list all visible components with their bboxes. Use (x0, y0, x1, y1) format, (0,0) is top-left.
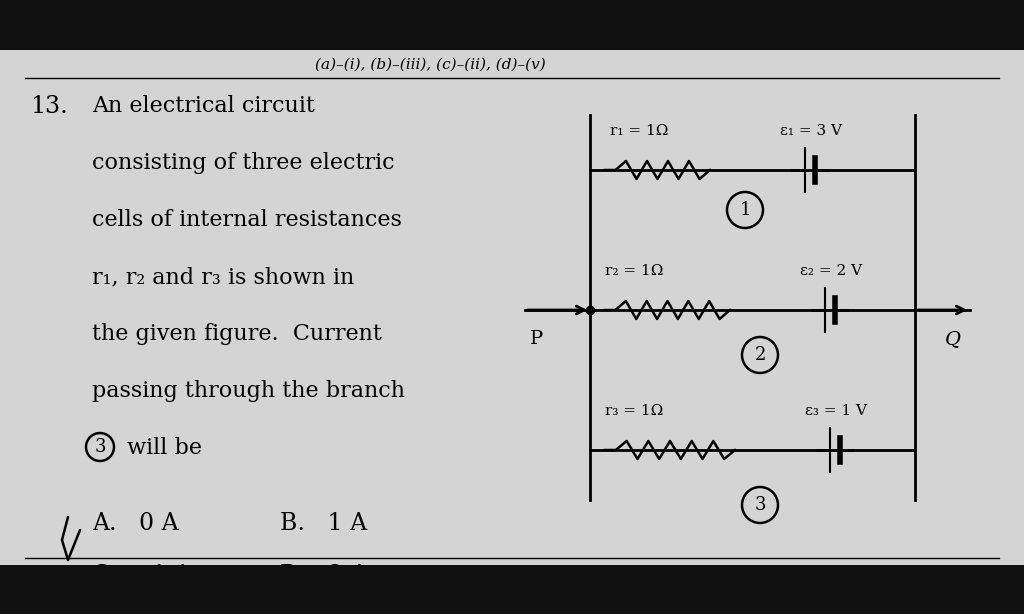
Text: A.   0 A: A. 0 A (92, 512, 178, 535)
Text: P: P (530, 330, 544, 348)
Text: D.   2 A: D. 2 A (280, 564, 368, 587)
Text: 1: 1 (739, 201, 751, 219)
Text: Q: Q (945, 330, 961, 348)
Text: r₃ = 1Ω: r₃ = 1Ω (605, 404, 664, 418)
Text: r₂ = 1Ω: r₂ = 1Ω (605, 264, 664, 278)
Text: 3: 3 (755, 496, 766, 514)
Bar (0, 565, 1024, 614)
Text: passing through the branch: passing through the branch (92, 380, 406, 402)
Text: ε₂ = 2 V: ε₂ = 2 V (800, 264, 862, 278)
Text: (a)–(i), (b)–(iii), (c)–(ii), (d)–(v): (a)–(i), (b)–(iii), (c)–(ii), (d)–(v) (314, 58, 546, 72)
Text: will be: will be (120, 437, 202, 459)
Text: B.   1 A: B. 1 A (280, 512, 368, 535)
Bar (0, 0, 1024, 50)
Text: ε₃ = 1 V: ε₃ = 1 V (805, 404, 867, 418)
Text: 2: 2 (755, 346, 766, 364)
Text: consisting of three electric: consisting of three electric (92, 152, 394, 174)
Text: ε₁ = 3 V: ε₁ = 3 V (780, 124, 842, 138)
Text: C.  −1 A: C. −1 A (92, 564, 191, 587)
Text: r₁ = 1Ω: r₁ = 1Ω (610, 124, 669, 138)
Text: An electrical circuit: An electrical circuit (92, 95, 314, 117)
Text: 3: 3 (94, 438, 105, 456)
Text: cells of internal resistances: cells of internal resistances (92, 209, 401, 231)
Text: r₁, r₂ and r₃ is shown in: r₁, r₂ and r₃ is shown in (92, 266, 354, 288)
Text: the given figure.  Current: the given figure. Current (92, 323, 382, 345)
Text: 13.: 13. (30, 95, 68, 118)
